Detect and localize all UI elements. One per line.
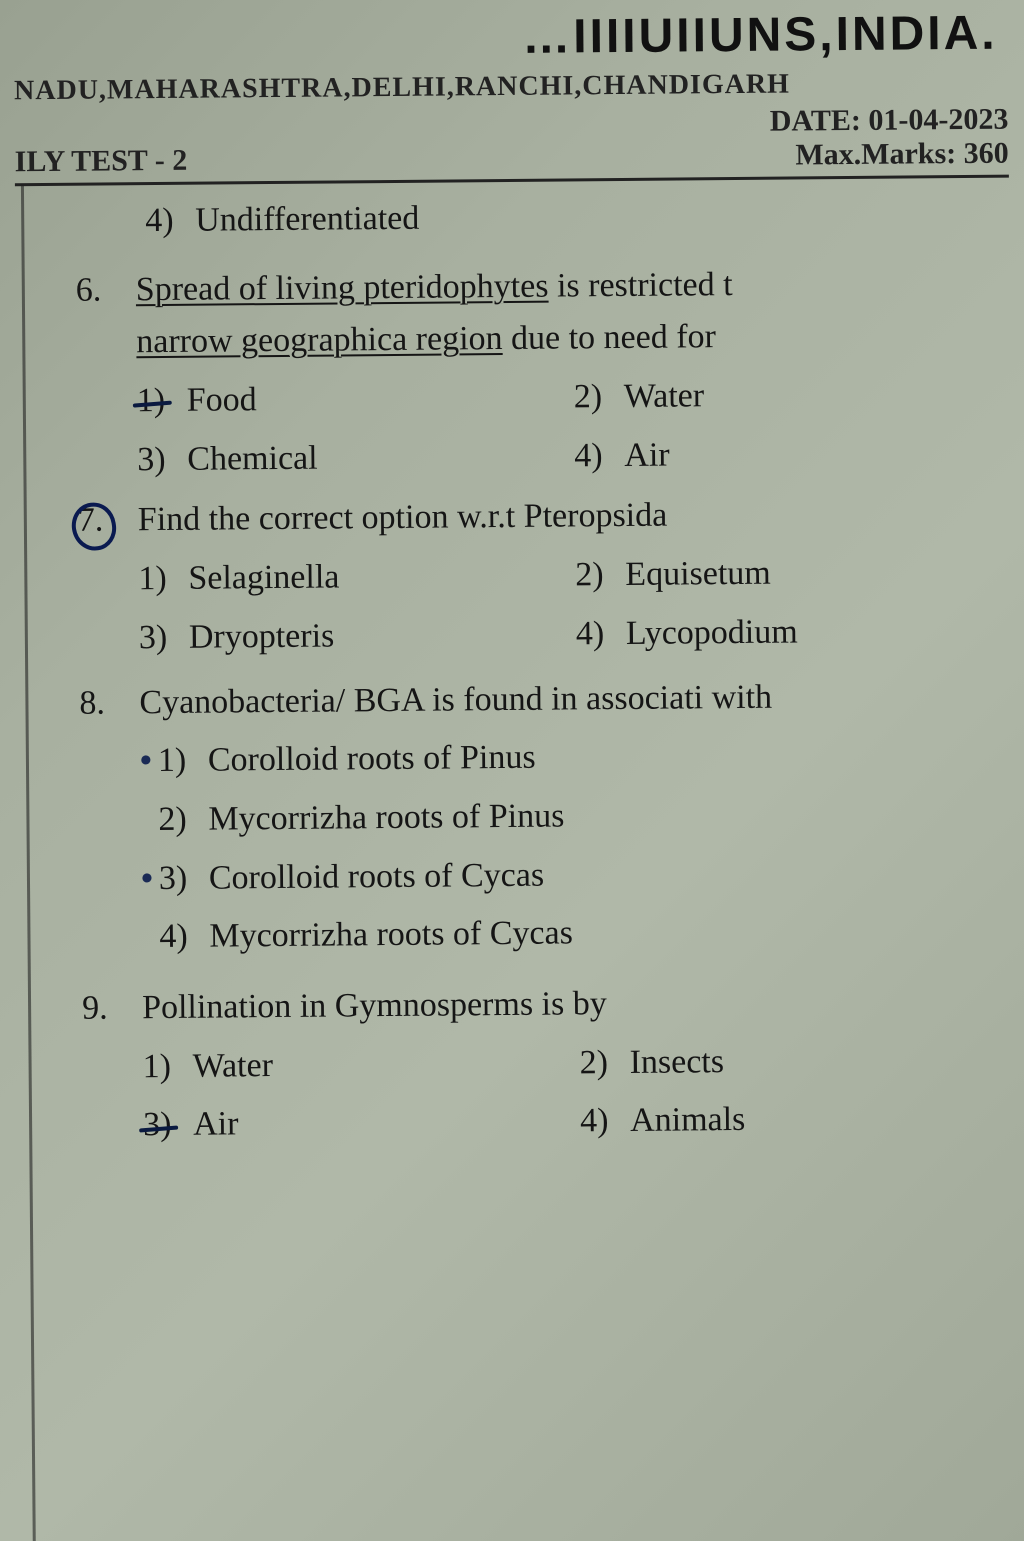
- stem-underline-c: narrow geographica region: [136, 320, 503, 360]
- option-number: 2): [574, 371, 624, 424]
- option-4: • 4) Mycorrizha roots of Cycas: [141, 904, 995, 964]
- prev-option: 4) Undifferentiated: [145, 188, 989, 248]
- question-9: 9. Pollination in Gymnosperms is by 1) W…: [82, 975, 997, 1153]
- stem-part-d: due to need for: [502, 319, 716, 358]
- option-2: • 2) Mycorrizha roots of Pinus: [140, 787, 994, 847]
- option-1: • 1) Corolloid roots of Pinus: [140, 728, 994, 788]
- option-number: 3): [143, 1099, 193, 1152]
- option-3: • 3) Corolloid roots of Cycas: [141, 845, 995, 905]
- option-number: 1): [158, 735, 208, 788]
- questions-content: 4) Undifferentiated 6. Spread of living …: [15, 188, 1017, 1154]
- question-stem: Pollination in Gymnosperms is by: [142, 975, 996, 1035]
- option-1: 1) Water: [142, 1037, 559, 1093]
- test-label: ILY TEST - 2: [15, 144, 188, 180]
- option-1: 1) Selaginella: [138, 550, 555, 606]
- option-3: 3) Air: [143, 1096, 560, 1152]
- option-number: 1): [138, 553, 188, 606]
- marks-label: Max.Marks: 360: [770, 137, 1009, 173]
- options-grid: 1) Water 2) Insects 3) Air 4): [142, 1033, 997, 1152]
- option-number: 4): [574, 430, 624, 483]
- option-text: Animals: [630, 1092, 997, 1148]
- options-grid: 1) Food 2) Water 3) Chemical 4): [137, 368, 992, 487]
- stem-underline-a: Spread of living pteridophytes: [136, 267, 549, 308]
- option-text: Mycorrizha roots of Cycas: [209, 904, 996, 964]
- meta-row: ILY TEST - 2 DATE: 01-04-2023 Max.Marks:…: [14, 103, 1009, 187]
- question-stem: Cyanobacteria/ BGA is found in associati…: [139, 669, 993, 729]
- stem-part-b: is restricted t: [548, 266, 732, 305]
- option-text: Equisetum: [625, 546, 992, 602]
- option-4: 4) Lycopodium: [576, 605, 993, 661]
- option-4: 4) Animals: [580, 1092, 997, 1148]
- options-list: • 1) Corolloid roots of Pinus • 2) Mycor…: [140, 728, 996, 964]
- option-number: 2): [575, 549, 625, 602]
- banner-cutoff: …IIIIUIIUNS,INDIA.: [13, 6, 1007, 70]
- bullet-icon: •: [140, 735, 152, 788]
- option-3: 3) Chemical: [137, 430, 554, 486]
- locations-line: NADU,MAHARASHTRA,DELHI,RANCHI,CHANDIGARH: [14, 67, 1008, 108]
- option-number: 4): [145, 195, 195, 248]
- option-2: 2) Water: [574, 368, 991, 424]
- question-number: 9.: [82, 982, 143, 1153]
- date-label: DATE: 01-04-2023: [770, 103, 1009, 139]
- option-1: 1) Food: [137, 372, 554, 428]
- option-text: Water: [192, 1037, 559, 1093]
- option-text: Dryopteris: [189, 608, 556, 664]
- option-number: 1): [137, 375, 187, 428]
- option-number: 4): [580, 1095, 630, 1148]
- question-6: 6. Spread of living pteridophytes is res…: [76, 256, 992, 487]
- option-text: Undifferentiated: [195, 188, 989, 248]
- question-stem: Find the correct option w.r.t Pteropsida: [138, 487, 992, 547]
- option-text: Insects: [629, 1033, 996, 1089]
- option-number: 4): [576, 608, 626, 661]
- bullet-icon: •: [141, 853, 153, 906]
- option-text: Mycorrizha roots of Pinus: [208, 787, 995, 847]
- option-text: Corolloid roots of Pinus: [208, 728, 995, 788]
- option-number: 4): [159, 911, 209, 964]
- option-text: Air: [624, 427, 991, 483]
- option-number: 2): [579, 1037, 629, 1090]
- option-number: 3): [159, 852, 209, 905]
- option-3: 3) Dryopteris: [139, 608, 556, 664]
- question-7: 7. Find the correct option w.r.t Pterops…: [78, 487, 993, 665]
- question-8: 8. Cyanobacteria/ BGA is found in associ…: [79, 669, 996, 970]
- option-2: 2) Insects: [579, 1033, 996, 1089]
- option-number: 1): [142, 1040, 192, 1093]
- option-text: Food: [187, 372, 554, 428]
- option-4: 4) Air: [574, 427, 991, 483]
- option-text: Air: [193, 1096, 560, 1152]
- option-text: Lycopodium: [626, 605, 993, 661]
- exam-page: …IIIIUIIUNS,INDIA. NADU,MAHARASHTRA,DELH…: [0, 0, 1024, 1541]
- options-grid: 1) Selaginella 2) Equisetum 3) Dryopteri…: [138, 546, 993, 665]
- question-number: 6.: [76, 264, 138, 487]
- question-number: 7.: [78, 495, 139, 666]
- option-number: 2): [158, 793, 208, 846]
- question-number: 8.: [79, 677, 142, 971]
- option-number: 3): [139, 612, 189, 665]
- option-text: Chemical: [187, 430, 554, 486]
- option-2: 2) Equisetum: [575, 546, 992, 602]
- meta-right: DATE: 01-04-2023 Max.Marks: 360: [770, 103, 1009, 173]
- option-text: Corolloid roots of Cycas: [209, 845, 996, 905]
- option-text: Selaginella: [188, 550, 555, 606]
- question-stem: Spread of living pteridophytes is restri…: [136, 256, 991, 369]
- option-text: Water: [624, 368, 991, 424]
- option-number: 3): [137, 434, 187, 487]
